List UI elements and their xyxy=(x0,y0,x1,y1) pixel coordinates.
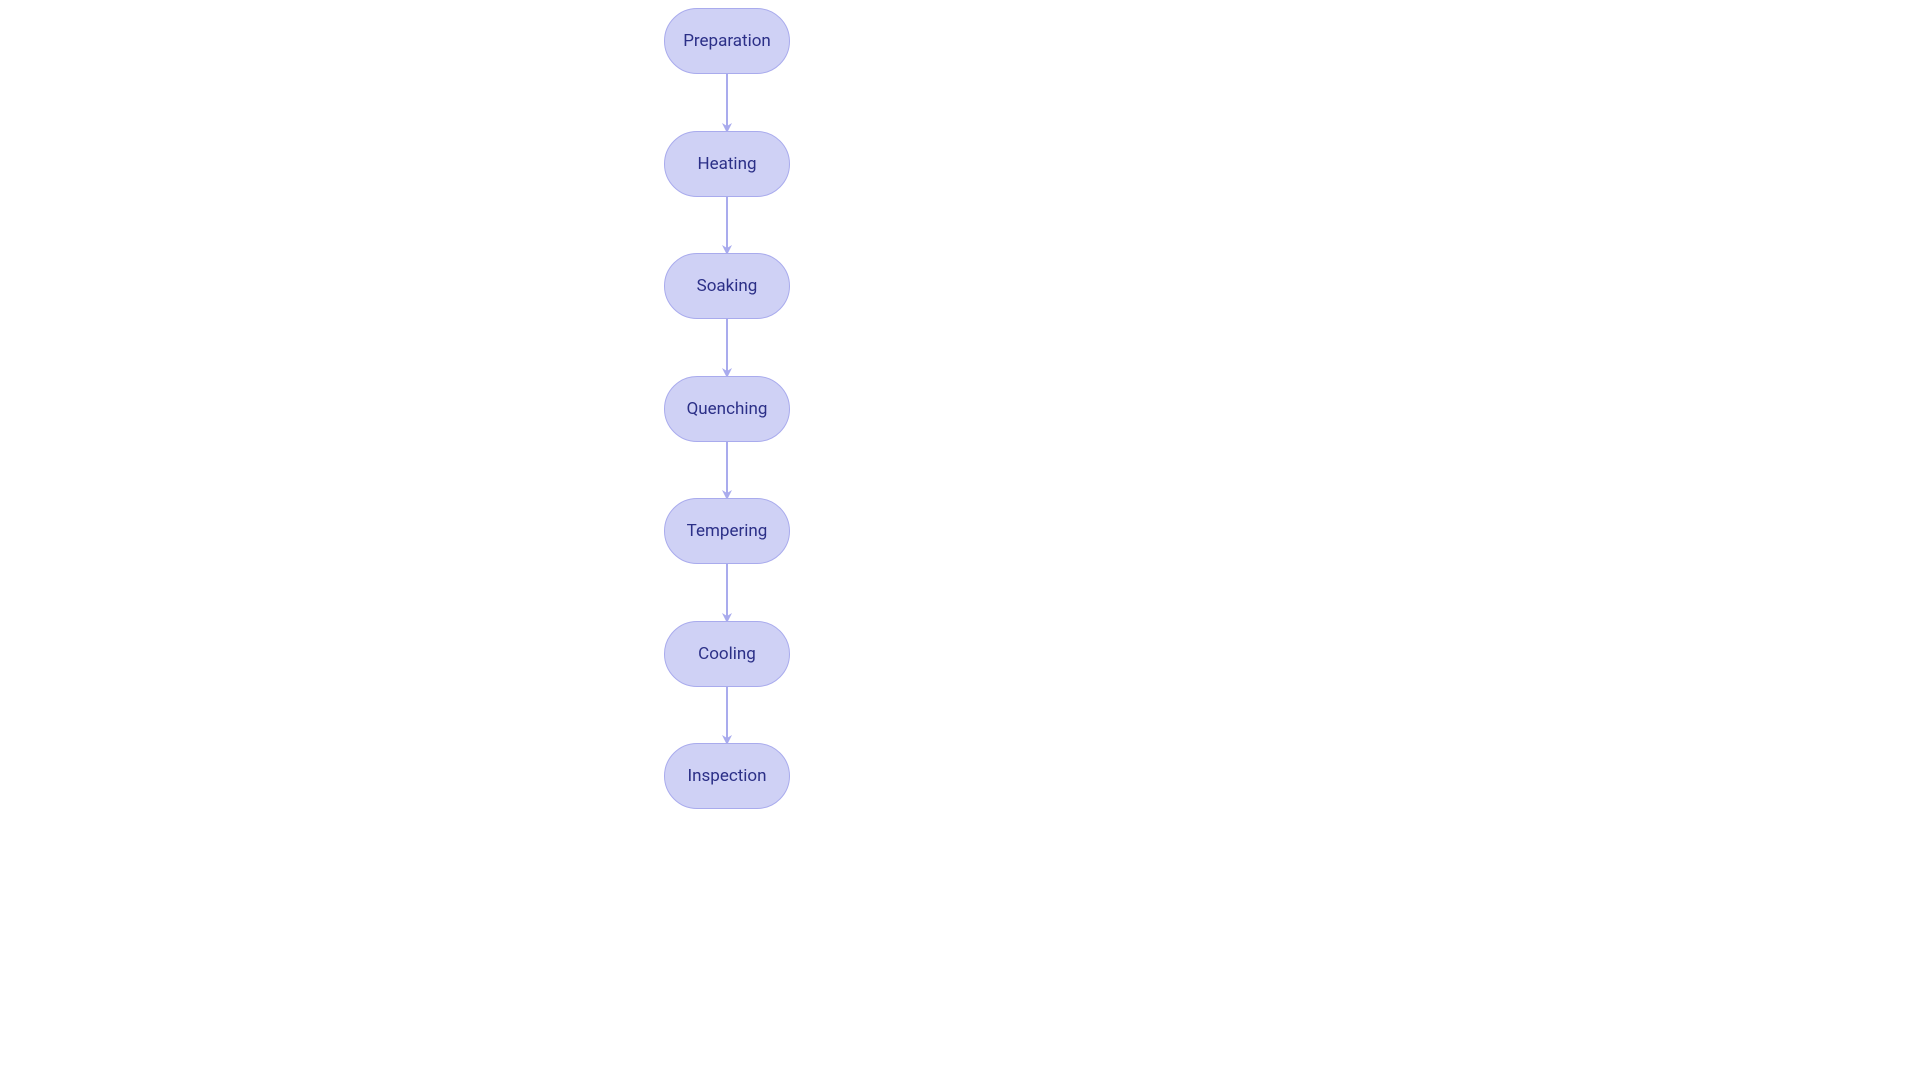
flowchart-node-label: Soaking xyxy=(697,276,758,296)
flowchart-node-tempering: Tempering xyxy=(664,498,790,564)
flowchart-node-preparation: Preparation xyxy=(664,8,790,74)
flowchart-node-soaking: Soaking xyxy=(664,253,790,319)
flowchart-node-inspection: Inspection xyxy=(664,743,790,809)
flowchart-node-label: Heating xyxy=(697,154,756,174)
flowchart-node-label: Cooling xyxy=(698,644,756,664)
flowchart-node-label: Preparation xyxy=(683,31,771,51)
flowchart-node-heating: Heating xyxy=(664,131,790,197)
flowchart-node-label: Tempering xyxy=(687,521,768,541)
flowchart-edges xyxy=(0,0,1920,1083)
flowchart-node-label: Inspection xyxy=(687,766,766,786)
flowchart-node-quenching: Quenching xyxy=(664,376,790,442)
flowchart-node-cooling: Cooling xyxy=(664,621,790,687)
flowchart-node-label: Quenching xyxy=(687,399,768,419)
flowchart-canvas: Preparation Heating Soaking Quenching Temper… xyxy=(0,0,1920,1083)
